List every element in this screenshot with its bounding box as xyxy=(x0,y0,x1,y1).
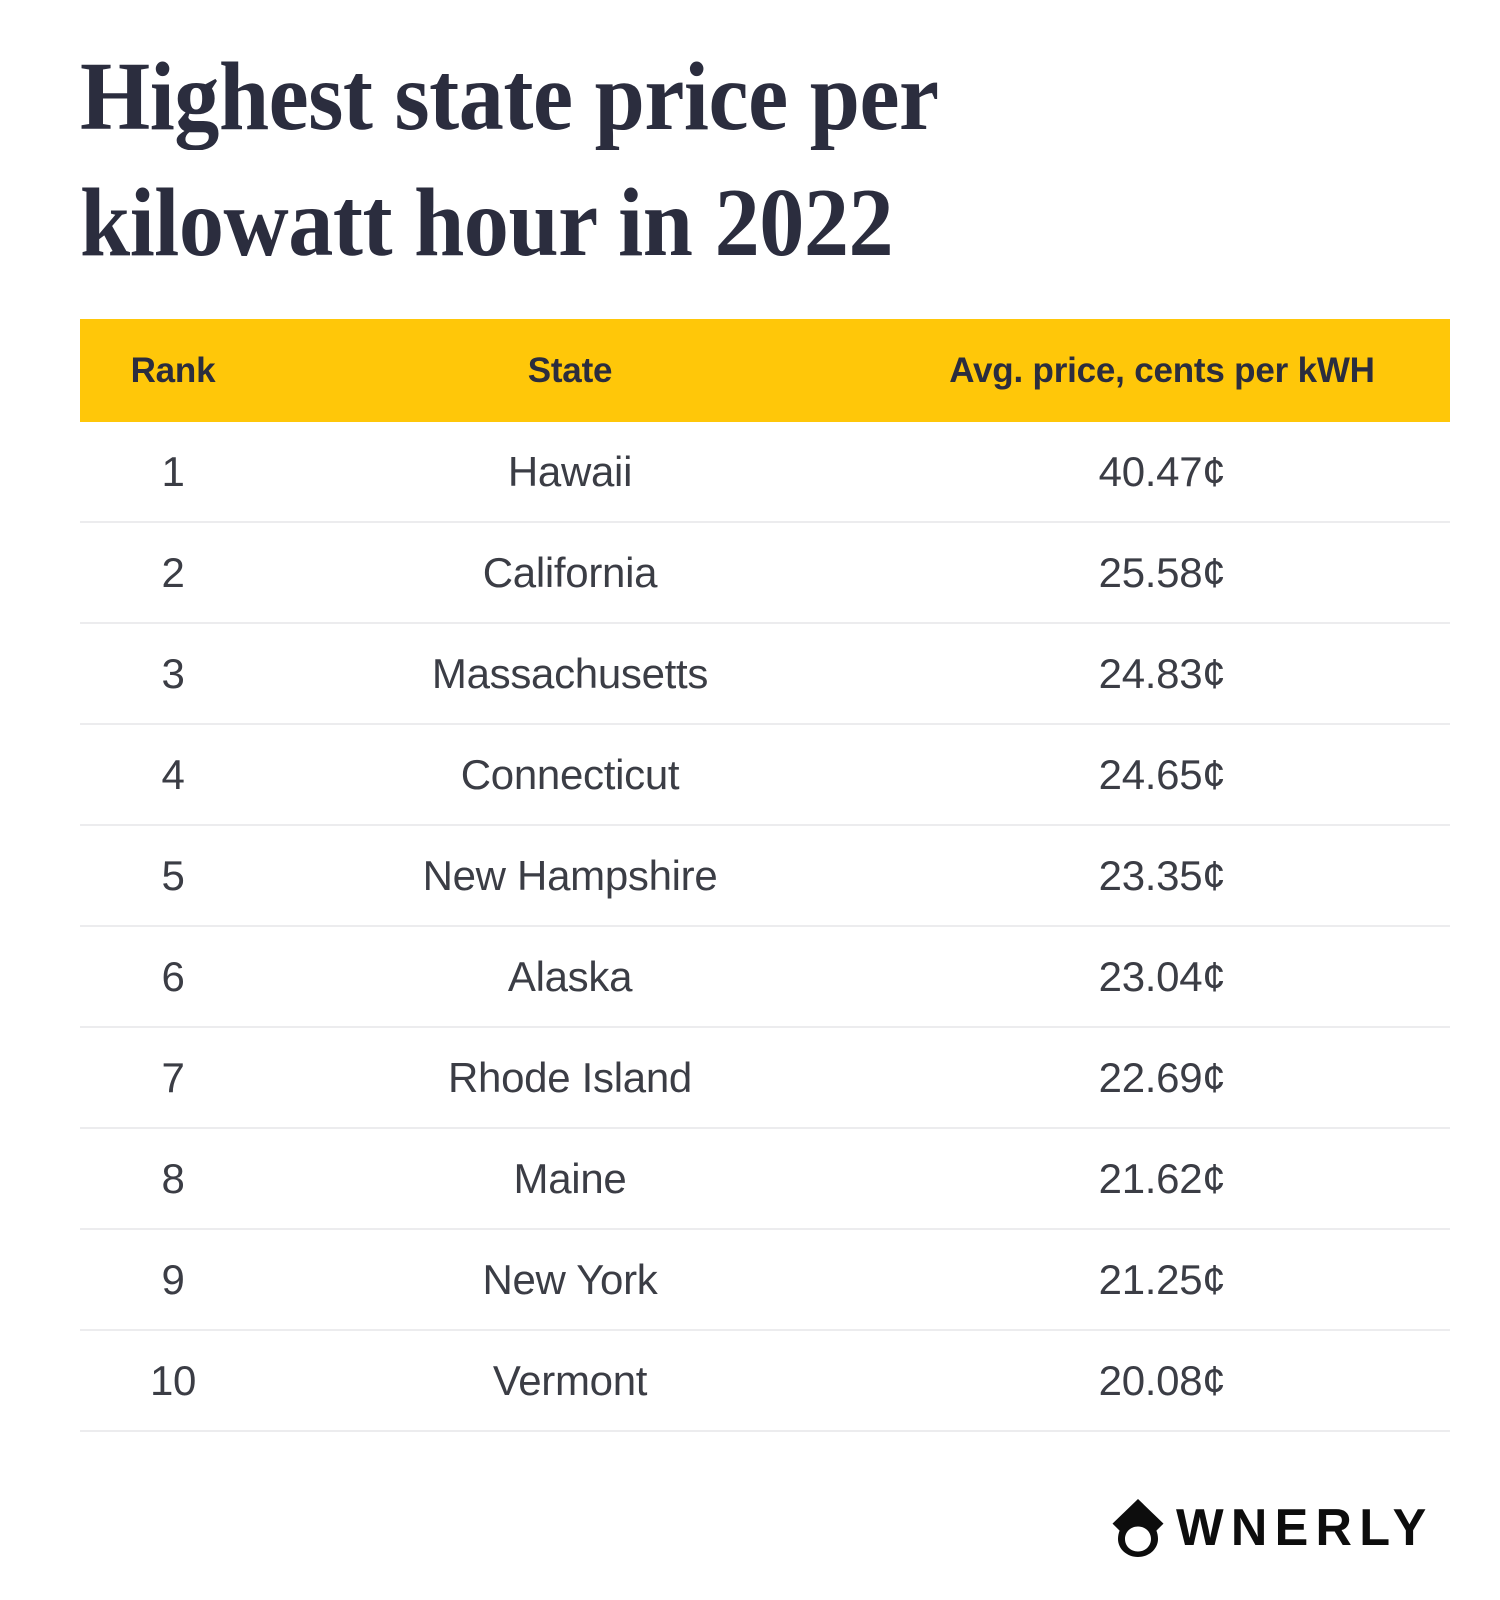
table-row: 6 Alaska 23.04¢ xyxy=(80,926,1450,1028)
cell-rank: 1 xyxy=(80,422,266,523)
page-title-line-1: Highest state price per xyxy=(80,43,939,150)
ownerly-wordmark: WNERLY xyxy=(1176,1499,1434,1557)
cell-rank: 3 xyxy=(80,623,266,725)
cell-price: 24.65¢ xyxy=(874,724,1450,826)
table-row: 2 California 25.58¢ xyxy=(80,522,1450,624)
cell-price: 40.47¢ xyxy=(874,422,1450,523)
table-row: 7 Rhode Island 22.69¢ xyxy=(80,1027,1450,1129)
table-body: 1 Hawaii 40.47¢ 2 California 25.58¢ 3 Ma… xyxy=(80,422,1450,1432)
cell-price: 21.62¢ xyxy=(874,1128,1450,1230)
table-row: 9 New York 21.25¢ xyxy=(80,1229,1450,1331)
column-header-rank: Rank xyxy=(130,350,216,390)
cell-state: Hawaii xyxy=(266,422,874,523)
cell-state: California xyxy=(266,522,874,624)
cell-state: New Hampshire xyxy=(266,825,874,927)
cell-price: 23.35¢ xyxy=(874,825,1450,927)
table-row: 5 New Hampshire 23.35¢ xyxy=(80,825,1450,927)
cell-rank: 9 xyxy=(80,1229,266,1331)
cell-state: Maine xyxy=(266,1128,874,1230)
cell-price: 23.04¢ xyxy=(874,926,1450,1028)
cell-rank: 10 xyxy=(80,1330,266,1432)
table-row: 10 Vermont 20.08¢ xyxy=(80,1330,1450,1432)
cell-rank: 4 xyxy=(80,724,266,826)
cell-state: New York xyxy=(266,1229,874,1331)
cell-price: 20.08¢ xyxy=(874,1330,1450,1432)
cell-rank: 5 xyxy=(80,825,266,927)
table-row: 3 Massachusetts 24.83¢ xyxy=(80,623,1450,725)
cell-rank: 7 xyxy=(80,1027,266,1129)
cell-state: Alaska xyxy=(266,926,874,1028)
page-title-line-2: kilowatt hour in 2022 xyxy=(80,169,894,276)
cell-price: 21.25¢ xyxy=(874,1229,1450,1331)
cell-price: 25.58¢ xyxy=(874,522,1450,624)
cell-rank: 2 xyxy=(80,522,266,624)
cell-state: Massachusetts xyxy=(266,623,874,725)
table-header: Rank State Avg. price, cents per kWH xyxy=(80,319,1450,422)
table-header-row: Rank State Avg. price, cents per kWH xyxy=(80,319,1450,422)
table-row: 4 Connecticut 24.65¢ xyxy=(80,724,1450,826)
cell-state: Rhode Island xyxy=(266,1027,874,1129)
cell-price: 22.69¢ xyxy=(874,1027,1450,1129)
house-outline-icon xyxy=(1112,1499,1164,1557)
table-row: 1 Hawaii 40.47¢ xyxy=(80,422,1450,523)
cell-state: Connecticut xyxy=(266,724,874,826)
ownerly-logo: WNERLY xyxy=(1112,1496,1442,1560)
table-row: 8 Maine 21.62¢ xyxy=(80,1128,1450,1230)
cell-price: 24.83¢ xyxy=(874,623,1450,725)
page-title: Highest state price per kilowatt hour in… xyxy=(80,34,1240,286)
column-header-state: State xyxy=(527,350,613,390)
cell-rank: 8 xyxy=(80,1128,266,1230)
column-header-price: Avg. price, cents per kWH xyxy=(949,350,1375,390)
cell-state: Vermont xyxy=(266,1330,874,1432)
cell-rank: 6 xyxy=(80,926,266,1028)
price-ranking-table: Rank State Avg. price, cents per kWH 1 H… xyxy=(80,319,1450,1432)
